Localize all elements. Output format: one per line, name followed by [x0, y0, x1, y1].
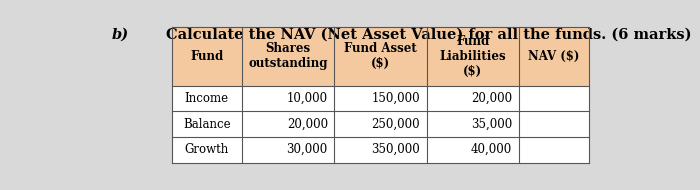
Text: Calculate the NAV (Net Asset Value) for all the funds. (6 marks): Calculate the NAV (Net Asset Value) for … — [166, 27, 692, 41]
Bar — [172, 86, 589, 162]
Text: 35,000: 35,000 — [471, 118, 512, 131]
Text: 20,000: 20,000 — [287, 118, 328, 131]
Text: Shares
outstanding: Shares outstanding — [248, 42, 328, 70]
Text: 150,000: 150,000 — [372, 92, 420, 105]
Text: NAV ($): NAV ($) — [528, 50, 580, 63]
Text: Income: Income — [185, 92, 229, 105]
Bar — [172, 27, 589, 86]
Text: 40,000: 40,000 — [471, 143, 512, 156]
Text: 350,000: 350,000 — [371, 143, 420, 156]
Text: Fund
Liabilities
($): Fund Liabilities ($) — [440, 35, 506, 78]
Text: 250,000: 250,000 — [372, 118, 420, 131]
Text: Balance: Balance — [183, 118, 231, 131]
Text: Fund Asset
($): Fund Asset ($) — [344, 42, 416, 70]
Text: 30,000: 30,000 — [286, 143, 328, 156]
Text: Growth: Growth — [185, 143, 229, 156]
Text: Fund: Fund — [190, 50, 223, 63]
Text: b): b) — [112, 27, 129, 41]
Text: 10,000: 10,000 — [287, 92, 328, 105]
Text: 20,000: 20,000 — [471, 92, 512, 105]
